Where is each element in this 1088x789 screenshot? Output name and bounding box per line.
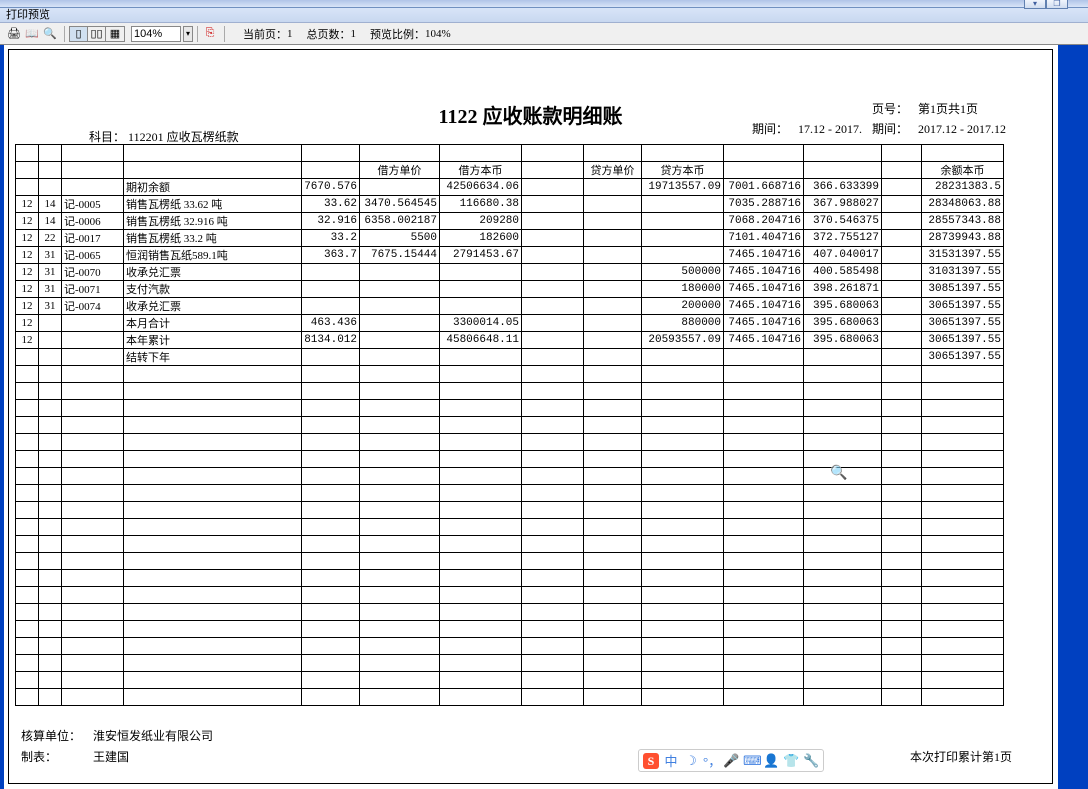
table-row: 1231记-0071支付汽款1800007465.104716398.26187… [16,281,1004,298]
table-row [16,485,1004,502]
ime-punct-icon[interactable]: °， [703,751,719,770]
acct-unit-value: 淮安恒发纸业有限公司 [93,727,373,744]
table-row [16,638,1004,655]
col-debit-price: 借方单价 [360,162,440,179]
table-row [16,689,1004,706]
period-value: 2017.12 - 2017.12 [914,120,1010,138]
header-row-2: 借方单价 借方本币 贷方单价 贷方本币 余额本币 [16,162,1004,179]
ledger-table: 借方单价 借方本币 贷方单价 贷方本币 余额本币 期初余额7670.576425… [15,144,1004,706]
window-title: 打印预览 [0,8,1088,23]
subject-label: 科目： [89,130,125,144]
toolbar: 🖨 📖 🔍 ▯ ▯▯ ▦ ▾ ⎘ 当前页： 1 总页数： 1 预览比例： 104… [0,23,1088,45]
right-gutter [1058,45,1088,789]
table-row: 1222记-0017销售瓦楞纸 33.2 吨33.255001826007101… [16,230,1004,247]
window-controls[interactable]: ▾ ❐ [1024,0,1068,9]
maker-value: 王建国 [93,748,373,765]
table-row [16,519,1004,536]
single-page-icon[interactable]: ▯ [70,27,88,41]
table-row [16,502,1004,519]
ime-user-icon[interactable]: 👤 [763,753,779,769]
table-row [16,451,1004,468]
table-row [16,553,1004,570]
table-row [16,536,1004,553]
page-no-value: 第1页共1页 [914,100,1010,118]
table-row: 1214记-0006销售瓦楞纸 32.916 吨32.9166358.00218… [16,213,1004,230]
print-page: 1122 应收账款明细账 页号： 第1页共1页 期间： 17.12 - 2017… [8,49,1053,784]
print-summary: 本次打印累计第1页 [910,748,1012,765]
table-row: 12本年累计8134.01245806648.1120593557.097465… [16,332,1004,349]
table-row [16,587,1004,604]
table-row [16,570,1004,587]
table-row: 12本月合计463.4363300014.058800007465.104716… [16,315,1004,332]
table-row [16,383,1004,400]
print-icon[interactable]: 🖨 [6,26,22,42]
table-row [16,604,1004,621]
ime-toolbar[interactable]: S 中 ☽ °， 🎤 ⌨ 👤 👕 🔧 [638,749,824,772]
dropdown-icon[interactable]: ▾ [1024,0,1046,9]
ime-chinese-icon[interactable]: 中 [663,751,679,770]
table-row: 1214记-0005销售瓦楞纸 33.62 吨33.623470.5645451… [16,196,1004,213]
current-page-value: 1 [287,28,293,40]
preview-ratio-label: 预览比例： [370,26,425,42]
col-credit-price: 贷方单价 [584,162,642,179]
table-row [16,468,1004,485]
ime-keyboard-icon[interactable]: ⌨ [743,753,759,769]
table-row [16,655,1004,672]
zoom-icon[interactable]: 🔍 [42,26,58,42]
zoom-input[interactable] [131,26,181,42]
col-balance-local: 余额本币 [922,162,1004,179]
acct-unit-label: 核算单位： [21,727,93,744]
header-info: 页号： 第1页共1页 期间： 17.12 - 2017. 期间： 2017.12… [746,98,1012,140]
period-short-value: 17.12 - 2017. [794,120,866,138]
total-pages-value: 1 [351,28,357,40]
two-page-icon[interactable]: ▯▯ [88,27,106,41]
ime-moon-icon[interactable]: ☽ [683,753,699,769]
ime-mic-icon[interactable]: 🎤 [723,753,739,769]
page-no-label: 页号： [868,100,912,118]
col-debit-local: 借方本币 [440,162,522,179]
ime-skin-icon[interactable]: 👕 [783,753,799,769]
ime-sogou-icon[interactable]: S [643,753,659,769]
maker-label: 制表： [21,748,93,765]
current-page-label: 当前页： [243,26,287,42]
table-row [16,366,1004,383]
col-credit-local: 贷方本币 [642,162,724,179]
table-row: 1231记-0065恒润销售瓦纸589.1吨363.77675.15444279… [16,247,1004,264]
table-row: 1231记-0070收承兑汇票5000007465.104716400.5854… [16,264,1004,281]
layout-buttons: ▯ ▯▯ ▦ [69,26,125,42]
zoom-dropdown-icon[interactable]: ▾ [183,26,193,42]
close-preview-icon[interactable]: ⎘ [202,26,218,42]
header-row-1 [16,145,1004,162]
period-label: 期间： [868,120,912,138]
table-row: 结转下年30651397.55 [16,349,1004,366]
multi-page-icon[interactable]: ▦ [106,27,124,41]
total-pages-label: 总页数： [307,26,351,42]
restore-icon[interactable]: ❐ [1046,0,1068,9]
preview-ratio-value: 104% [425,28,451,40]
subject-value: 112201 应收瓦楞纸款 [128,130,239,144]
period-short-label: 期间： [748,120,792,138]
table-row [16,621,1004,638]
table-row [16,434,1004,451]
table-row [16,400,1004,417]
book-icon[interactable]: 📖 [24,26,40,42]
table-row: 1231记-0074收承兑汇票2000007465.104716395.6800… [16,298,1004,315]
table-row [16,417,1004,434]
table-row: 期初余额7670.57642506634.0619713557.097001.6… [16,179,1004,196]
table-row [16,672,1004,689]
ime-tool-icon[interactable]: 🔧 [803,753,819,769]
